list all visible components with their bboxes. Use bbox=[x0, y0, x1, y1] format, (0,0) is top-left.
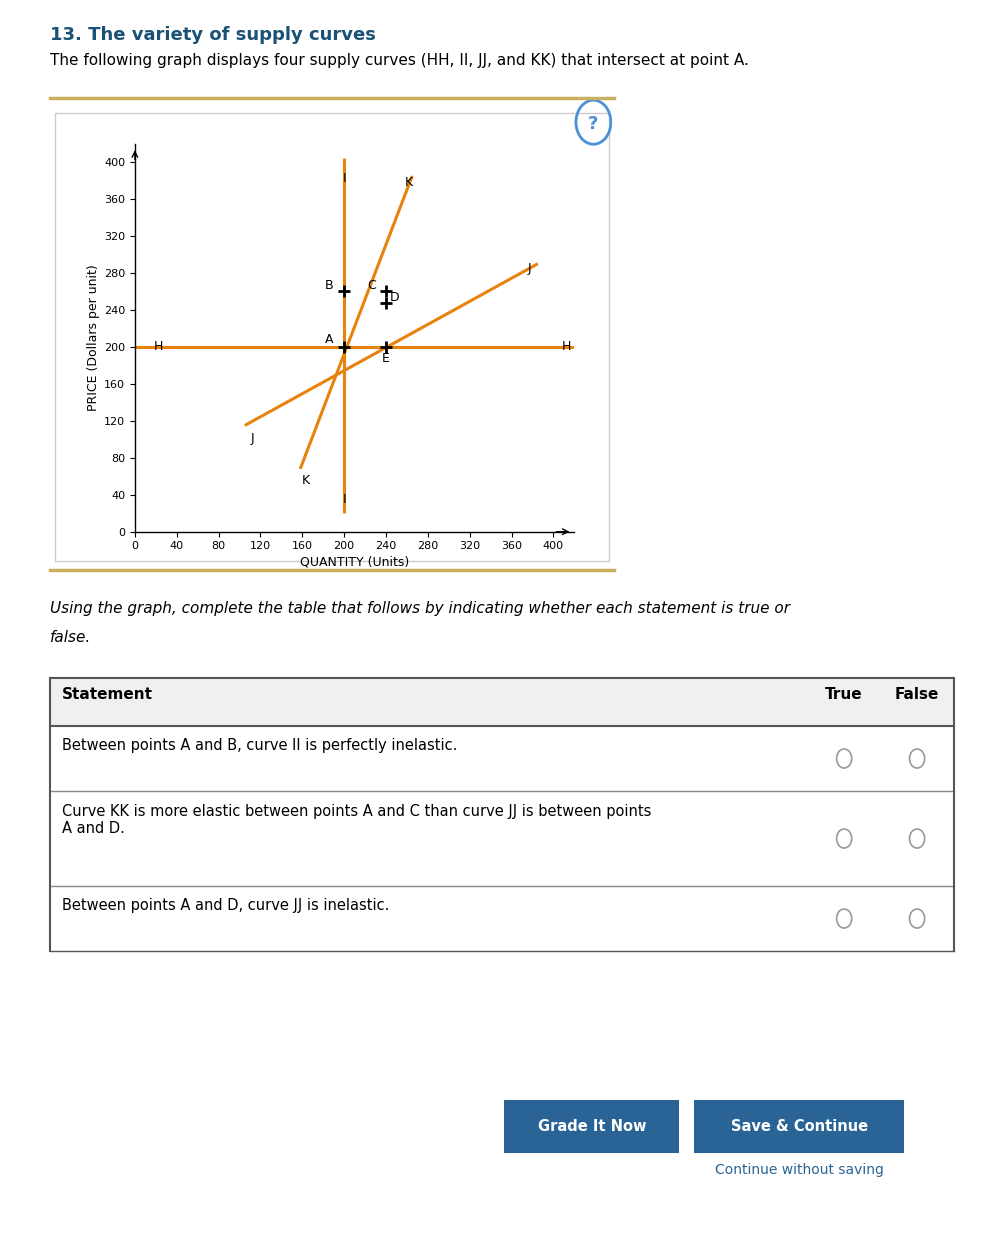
Text: False: False bbox=[895, 687, 939, 702]
Text: H: H bbox=[561, 340, 571, 353]
Text: Between points A and D, curve JJ is inelastic.: Between points A and D, curve JJ is inel… bbox=[62, 898, 390, 914]
Text: True: True bbox=[825, 687, 863, 702]
Text: K: K bbox=[302, 475, 310, 488]
FancyBboxPatch shape bbox=[681, 1096, 917, 1157]
Text: C: C bbox=[367, 280, 376, 292]
Text: 13. The variety of supply curves: 13. The variety of supply curves bbox=[50, 26, 376, 44]
Text: H: H bbox=[154, 340, 163, 353]
Text: B: B bbox=[326, 280, 334, 292]
Text: Curve KK is more elastic between points A and C than curve JJ is between points
: Curve KK is more elastic between points … bbox=[62, 804, 651, 837]
Text: Save & Continue: Save & Continue bbox=[730, 1119, 868, 1134]
Text: Between points A and B, curve II is perfectly inelastic.: Between points A and B, curve II is perf… bbox=[62, 738, 458, 753]
Text: I: I bbox=[343, 173, 346, 185]
Text: Grade It Now: Grade It Now bbox=[537, 1119, 646, 1134]
X-axis label: QUANTITY (Units): QUANTITY (Units) bbox=[300, 556, 410, 568]
FancyBboxPatch shape bbox=[494, 1096, 689, 1157]
Text: D: D bbox=[390, 291, 400, 304]
Y-axis label: PRICE (Dollars per unit): PRICE (Dollars per unit) bbox=[87, 265, 100, 411]
Text: Continue without saving: Continue without saving bbox=[714, 1163, 884, 1177]
Text: K: K bbox=[405, 176, 413, 189]
Text: false.: false. bbox=[50, 630, 91, 645]
Text: ?: ? bbox=[588, 115, 598, 132]
Text: J: J bbox=[251, 432, 254, 445]
Text: E: E bbox=[382, 353, 390, 365]
Text: I: I bbox=[343, 493, 346, 505]
Text: Using the graph, complete the table that follows by indicating whether each stat: Using the graph, complete the table that… bbox=[50, 601, 790, 616]
Text: A: A bbox=[326, 333, 334, 347]
Text: The following graph displays four supply curves (HH, II, JJ, and KK) that inters: The following graph displays four supply… bbox=[50, 53, 749, 68]
Text: J: J bbox=[527, 262, 530, 275]
Text: Statement: Statement bbox=[62, 687, 153, 702]
